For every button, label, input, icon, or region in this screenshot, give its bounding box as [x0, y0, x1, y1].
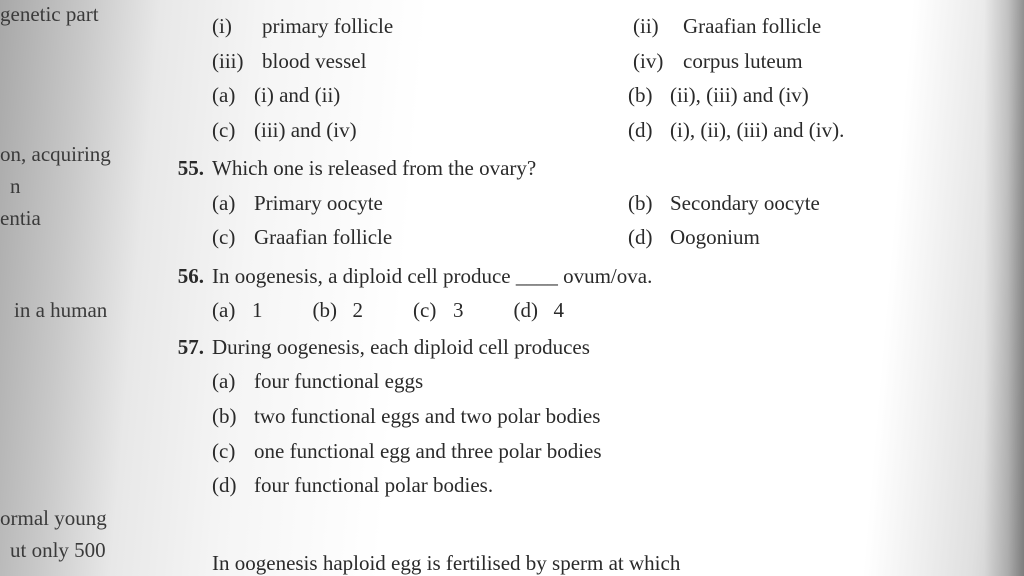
left-frag: n — [10, 174, 21, 199]
opt-text: Primary oocyte — [254, 187, 578, 220]
opt-label: (a) — [212, 79, 254, 112]
opt-label: (c) — [212, 114, 254, 147]
left-column-fragments: genetic part on, acquiring n entia in a … — [0, 0, 150, 576]
opt-text: (iii) and (iv) — [254, 114, 578, 147]
q55-block: 55. Which one is released from the ovary… — [170, 152, 994, 256]
opt-text: one functional egg and three polar bodie… — [254, 435, 602, 468]
opt-text: (ii), (iii) and (iv) — [670, 79, 994, 112]
roman-label: (iv) — [633, 45, 683, 78]
left-frag: in a human — [14, 298, 107, 323]
opt-text: Secondary oocyte — [670, 187, 994, 220]
opt-text: four functional polar bodies. — [254, 469, 493, 502]
opt-label: (a) — [212, 365, 254, 398]
roman-label: (ii) — [633, 10, 683, 43]
roman-text: primary follicle — [262, 10, 573, 43]
page-edge-shadow — [984, 0, 1024, 576]
cut-text: In oogenesis haploid egg is fertilised b… — [212, 551, 994, 576]
opt-label: (c) — [413, 294, 453, 327]
q57-stem: During oogenesis, each diploid cell prod… — [212, 331, 994, 364]
q56-block: 56. In oogenesis, a diploid cell produce… — [170, 260, 994, 327]
opt-label: (b) — [628, 79, 670, 112]
question-content: (i) primary follicle (ii) Graafian folli… — [170, 10, 994, 504]
q54-number — [170, 10, 212, 148]
opt-label: (b) — [628, 187, 670, 220]
roman-label: (iii) — [212, 45, 262, 78]
q55-number: 55. — [170, 152, 212, 256]
opt-text: Oogonium — [670, 221, 994, 254]
left-frag: genetic part — [0, 2, 99, 27]
q56-number: 56. — [170, 260, 212, 327]
q55-stem: Which one is released from the ovary? — [212, 152, 994, 185]
opt-text: 2 — [353, 294, 364, 327]
bottom-cut-line: In oogenesis haploid egg is fertilised b… — [170, 551, 994, 576]
roman-text: Graafian follicle — [683, 10, 994, 43]
opt-label: (a) — [212, 187, 254, 220]
left-frag: ormal young — [0, 506, 107, 531]
left-frag: on, acquiring — [0, 142, 111, 167]
opt-text: two functional eggs and two polar bodies — [254, 400, 600, 433]
textbook-page: genetic part on, acquiring n entia in a … — [0, 0, 1024, 576]
roman-text: blood vessel — [262, 45, 573, 78]
left-frag: ut only 500 — [10, 538, 106, 563]
opt-label: (c) — [212, 435, 254, 468]
left-frag: entia — [0, 206, 41, 231]
opt-label: (b) — [212, 400, 254, 433]
opt-text: four functional eggs — [254, 365, 423, 398]
opt-text: Graafian follicle — [254, 221, 578, 254]
q54-block: (i) primary follicle (ii) Graafian folli… — [170, 10, 994, 148]
q57-number: 57. — [170, 331, 212, 504]
roman-text: corpus luteum — [683, 45, 994, 78]
opt-label: (c) — [212, 221, 254, 254]
roman-label: (i) — [212, 10, 262, 43]
opt-text: (i) and (ii) — [254, 79, 578, 112]
opt-label: (d) — [212, 469, 254, 502]
opt-label: (b) — [313, 294, 353, 327]
opt-label: (d) — [628, 114, 670, 147]
opt-label: (a) — [212, 294, 252, 327]
opt-text: 4 — [554, 294, 565, 327]
opt-text: 3 — [453, 294, 464, 327]
cut-num — [170, 551, 212, 576]
opt-text: (i), (ii), (iii) and (iv). — [670, 114, 994, 147]
opt-text: 1 — [252, 294, 263, 327]
q57-block: 57. During oogenesis, each diploid cell … — [170, 331, 994, 504]
opt-label: (d) — [514, 294, 554, 327]
q56-stem: In oogenesis, a diploid cell produce ___… — [212, 260, 994, 293]
opt-label: (d) — [628, 221, 670, 254]
